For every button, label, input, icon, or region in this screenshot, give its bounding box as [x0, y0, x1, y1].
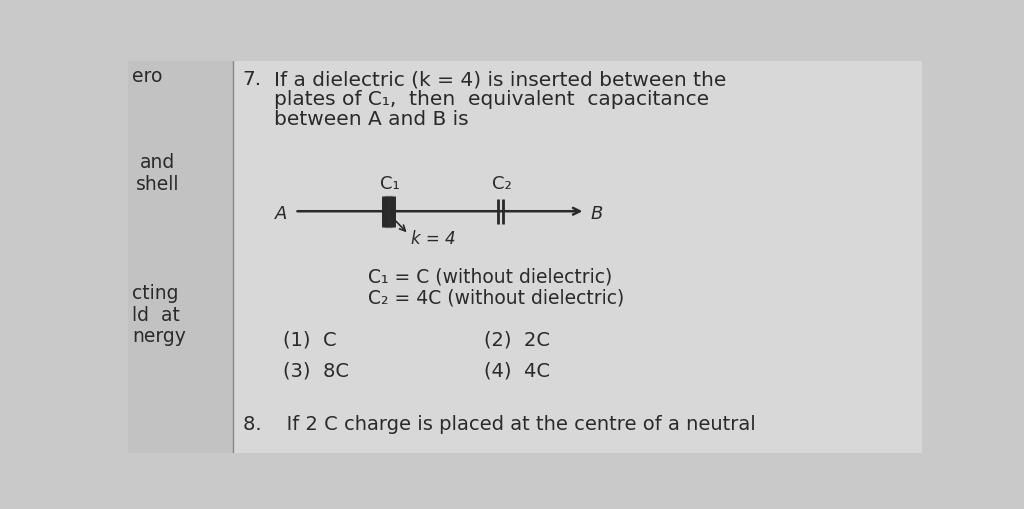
Text: If a dielectric (k = 4) is inserted between the: If a dielectric (k = 4) is inserted betw… — [273, 70, 726, 89]
Text: C₂: C₂ — [493, 175, 512, 193]
Text: (2)  2C: (2) 2C — [484, 330, 551, 350]
Text: between A and B is: between A and B is — [273, 110, 468, 129]
Text: cting: cting — [132, 285, 178, 303]
Bar — [232, 61, 922, 453]
Text: nergy: nergy — [132, 327, 185, 347]
Text: C₁: C₁ — [380, 175, 399, 193]
Text: k = 4: k = 4 — [411, 231, 456, 248]
Text: C₂ = 4C (without dielectric): C₂ = 4C (without dielectric) — [369, 289, 625, 308]
Text: ld  at: ld at — [132, 306, 180, 325]
Text: B: B — [591, 205, 603, 223]
Text: (1)  C: (1) C — [283, 330, 337, 350]
Text: 8.    If 2 C charge is placed at the centre of a neutral: 8. If 2 C charge is placed at the centre… — [243, 415, 756, 434]
Text: shell: shell — [136, 175, 179, 194]
Text: 7.: 7. — [243, 70, 262, 89]
Text: plates of C₁,  then  equivalent  capacitance: plates of C₁, then equivalent capacitanc… — [273, 90, 709, 109]
Text: C₁ = C (without dielectric): C₁ = C (without dielectric) — [369, 267, 612, 287]
Text: A: A — [275, 205, 288, 223]
Text: (4)  4C: (4) 4C — [484, 361, 551, 380]
Text: and: and — [139, 154, 175, 173]
Text: (3)  8C: (3) 8C — [283, 361, 349, 380]
Text: ero: ero — [132, 67, 162, 86]
Bar — [128, 61, 232, 453]
